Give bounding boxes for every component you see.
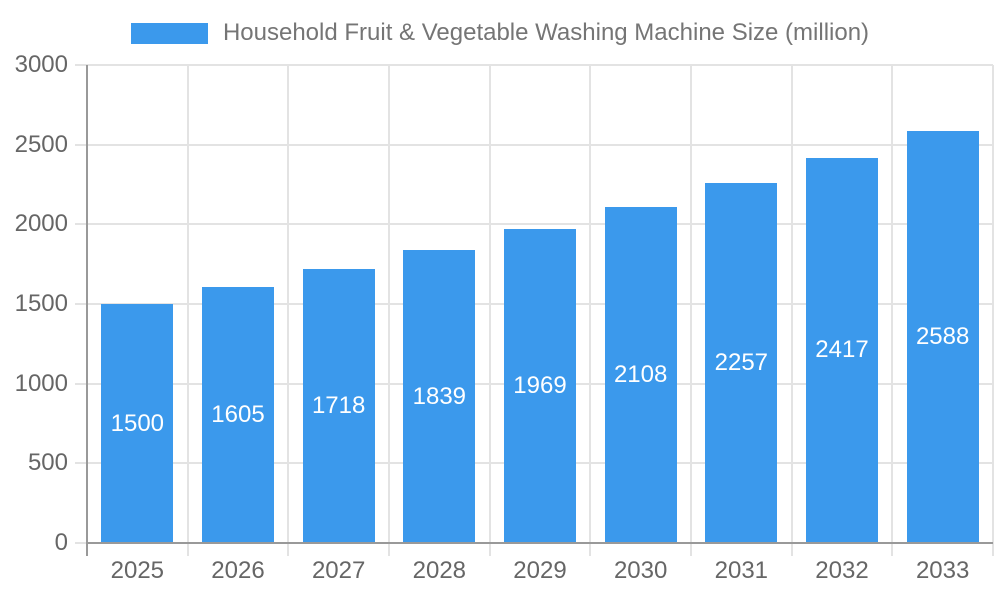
gridline-vertical [589, 65, 592, 556]
x-tick-label: 2025 [110, 557, 165, 584]
x-tick-label: 2026 [211, 557, 265, 584]
x-tick-label: 2031 [714, 557, 769, 584]
bar-value-label: 2588 [915, 322, 970, 350]
x-tick-label: 2033 [915, 557, 970, 584]
x-tick-label: 2029 [513, 557, 567, 584]
x-axis-line [87, 542, 993, 544]
x-tick-label: 2028 [412, 557, 467, 584]
gridline-vertical [891, 65, 894, 556]
bar-2027[interactable]: 1718 [302, 269, 375, 543]
legend: Household Fruit & Vegetable Washing Mach… [0, 21, 1000, 45]
y-tick-label: 1000 [14, 369, 68, 397]
bar-value-label: 2257 [714, 349, 769, 377]
bar-2029[interactable]: 1969 [504, 229, 576, 543]
bar-2026[interactable]: 1605 [202, 287, 274, 543]
plot-area: 1500 1605 1718 1839 1969 2108 2257 2417 2588 [75, 64, 994, 556]
x-tick-label: 2030 [613, 557, 668, 584]
legend-swatch [130, 22, 208, 44]
bar-2031[interactable]: 2257 [705, 183, 778, 543]
y-tick-label: 2000 [14, 210, 68, 238]
y-axis-line [86, 65, 88, 556]
bar-value-label: 1605 [211, 401, 265, 429]
y-tick-label: 2500 [14, 130, 68, 158]
bar-value-label: 1969 [513, 372, 567, 400]
gridline-vertical [488, 65, 491, 556]
bar-2030[interactable]: 2108 [604, 207, 677, 543]
bar-2028[interactable]: 1839 [403, 250, 476, 543]
bar-value-label: 1500 [110, 409, 165, 437]
y-tick-label: 1500 [14, 290, 68, 317]
legend-item[interactable]: Household Fruit & Vegetable Washing Mach… [130, 19, 870, 46]
gridline-vertical [992, 65, 994, 556]
gridline-vertical [388, 65, 390, 556]
bar-value-label: 2108 [613, 361, 668, 389]
x-tick-label: 2032 [815, 557, 869, 584]
bar-2032[interactable]: 2417 [806, 157, 878, 543]
y-axis: 0 500 1000 1500 2000 2500 3000 [0, 51, 68, 556]
bar-value-label: 1839 [412, 382, 467, 410]
gridline-vertical [287, 65, 290, 556]
gridline-vertical [186, 65, 189, 556]
bar-2033[interactable]: 2588 [906, 130, 979, 543]
y-tick-label: 3000 [14, 51, 68, 78]
y-tick-label: 0 [54, 529, 68, 556]
bar-value-label: 1718 [311, 392, 366, 420]
x-tick-label: 2027 [311, 557, 366, 584]
y-tick-label: 500 [27, 449, 68, 477]
legend-label: Household Fruit & Vegetable Washing Mach… [222, 19, 870, 46]
bar-value-label: 2417 [815, 336, 869, 364]
x-axis: 2025 2026 2027 2028 2029 2030 2031 2032 2033 [87, 557, 993, 587]
bar-2025[interactable]: 1500 [101, 304, 174, 543]
gridline-vertical [690, 65, 692, 556]
gridline-horizontal [75, 143, 993, 146]
gridline-vertical [790, 65, 793, 556]
gridline-horizontal [75, 64, 993, 66]
gridline-horizontal [75, 223, 993, 226]
